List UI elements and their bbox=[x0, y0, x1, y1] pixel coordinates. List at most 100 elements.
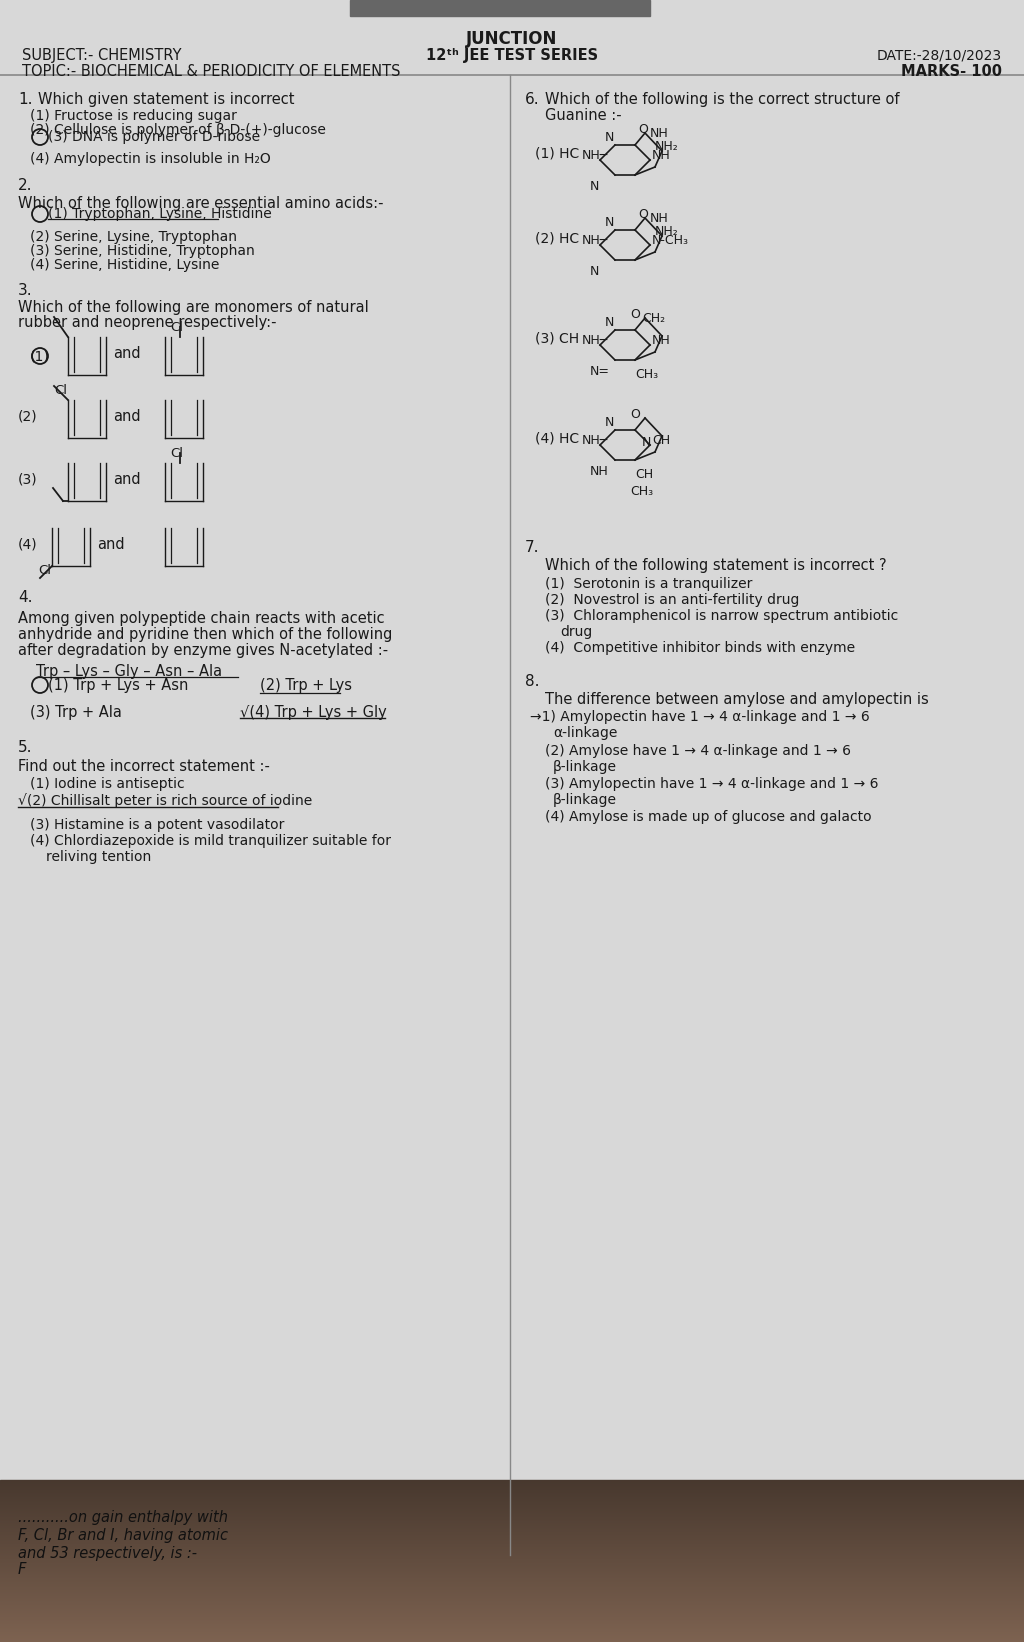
Text: 8.: 8. bbox=[525, 673, 540, 690]
Text: (1) HC: (1) HC bbox=[535, 146, 580, 159]
Text: and: and bbox=[113, 471, 140, 486]
Text: Cl: Cl bbox=[170, 320, 183, 333]
Text: 3.: 3. bbox=[18, 282, 33, 297]
Text: (1) Iodine is antiseptic: (1) Iodine is antiseptic bbox=[30, 777, 184, 791]
Text: DATE:-28/10/2023: DATE:-28/10/2023 bbox=[877, 48, 1002, 62]
Text: Which of the following are monomers of natural: Which of the following are monomers of n… bbox=[18, 300, 369, 315]
Text: (1) Trp + Lys + Asn: (1) Trp + Lys + Asn bbox=[48, 678, 188, 693]
Text: JUNCTION: JUNCTION bbox=[466, 30, 558, 48]
Text: √(4) Trp + Lys + Gly: √(4) Trp + Lys + Gly bbox=[240, 704, 387, 719]
Text: MARKS- 100: MARKS- 100 bbox=[901, 64, 1002, 79]
Text: and: and bbox=[97, 537, 125, 552]
Text: (3)  Chloramphenicol is narrow spectrum antibiotic: (3) Chloramphenicol is narrow spectrum a… bbox=[545, 609, 898, 622]
Text: N: N bbox=[605, 131, 614, 144]
Text: CH₃: CH₃ bbox=[635, 368, 658, 381]
Text: NH: NH bbox=[650, 212, 669, 225]
Text: drug: drug bbox=[560, 626, 592, 639]
Text: Guanine :-: Guanine :- bbox=[545, 108, 622, 123]
Text: N: N bbox=[590, 264, 599, 277]
Text: NH: NH bbox=[652, 333, 671, 346]
Text: (4) Amylopectin is insoluble in H₂O: (4) Amylopectin is insoluble in H₂O bbox=[30, 153, 270, 166]
Text: (4) Serine, Histidine, Lysine: (4) Serine, Histidine, Lysine bbox=[30, 258, 219, 273]
Text: N: N bbox=[642, 437, 651, 448]
Text: (2)  Novestrol is an anti-fertility drug: (2) Novestrol is an anti-fertility drug bbox=[545, 593, 800, 608]
Text: Which given statement is incorrect: Which given statement is incorrect bbox=[38, 92, 295, 107]
Text: CH₃: CH₃ bbox=[630, 484, 653, 498]
Text: The difference between amylose and amylopectin is: The difference between amylose and amylo… bbox=[545, 691, 929, 708]
Text: and: and bbox=[113, 345, 140, 361]
Text: (4) Amylose is made up of glucose and galacto: (4) Amylose is made up of glucose and ga… bbox=[545, 810, 871, 824]
Text: (3) Serine, Histidine, Tryptophan: (3) Serine, Histidine, Tryptophan bbox=[30, 245, 255, 258]
Text: and 53 respectively, is :-: and 53 respectively, is :- bbox=[18, 1547, 197, 1562]
Text: NH₂: NH₂ bbox=[655, 140, 679, 153]
Text: NH: NH bbox=[590, 465, 608, 478]
Text: NH: NH bbox=[650, 126, 669, 140]
Text: N: N bbox=[590, 181, 599, 194]
Text: O: O bbox=[638, 209, 648, 222]
Text: after degradation by enzyme gives N-acetylated :-: after degradation by enzyme gives N-acet… bbox=[18, 644, 388, 658]
Text: Cl: Cl bbox=[170, 447, 183, 460]
Text: NH─: NH─ bbox=[582, 233, 608, 246]
Text: ...........on gain enthalpy with: ...........on gain enthalpy with bbox=[18, 1511, 228, 1525]
Text: (4): (4) bbox=[18, 537, 38, 552]
Text: (4) HC: (4) HC bbox=[535, 430, 580, 445]
Text: (3) Histamine is a potent vasodilator: (3) Histamine is a potent vasodilator bbox=[30, 818, 285, 832]
Text: 1.: 1. bbox=[18, 92, 33, 107]
Text: (2) Amylose have 1 → 4 α-linkage and 1 → 6: (2) Amylose have 1 → 4 α-linkage and 1 →… bbox=[545, 744, 851, 759]
Text: Which of the following is the correct structure of: Which of the following is the correct st… bbox=[545, 92, 899, 107]
Text: TOPIC:- BIOCHEMICAL & PERIODICITY OF ELEMENTS: TOPIC:- BIOCHEMICAL & PERIODICITY OF ELE… bbox=[22, 64, 400, 79]
Text: N: N bbox=[605, 415, 614, 429]
Text: SUBJECT:- CHEMISTRY: SUBJECT:- CHEMISTRY bbox=[22, 48, 181, 62]
Text: (1): (1) bbox=[30, 350, 50, 363]
Text: O: O bbox=[630, 309, 640, 320]
Text: O: O bbox=[638, 123, 648, 136]
Text: Which of the following statement is incorrect ?: Which of the following statement is inco… bbox=[545, 558, 887, 573]
Text: 2.: 2. bbox=[18, 177, 33, 194]
Text: Which of the following are essential amino acids:-: Which of the following are essential ami… bbox=[18, 195, 384, 212]
Text: 7.: 7. bbox=[525, 540, 540, 555]
Text: (2): (2) bbox=[18, 409, 38, 424]
Text: anhydride and pyridine then which of the following: anhydride and pyridine then which of the… bbox=[18, 627, 392, 642]
Text: (3): (3) bbox=[18, 471, 38, 486]
Text: (2) Cellulose is polymer of β-D-(+)-glucose: (2) Cellulose is polymer of β-D-(+)-gluc… bbox=[30, 123, 326, 136]
Text: β-linkage: β-linkage bbox=[553, 793, 617, 806]
Text: Find out the incorrect statement :-: Find out the incorrect statement :- bbox=[18, 759, 270, 773]
Text: 12ᵗʰ JEE TEST SERIES: 12ᵗʰ JEE TEST SERIES bbox=[426, 48, 598, 62]
Text: (1)  Serotonin is a tranquilizer: (1) Serotonin is a tranquilizer bbox=[545, 576, 753, 591]
Text: (2) Serine, Lysine, Tryptophan: (2) Serine, Lysine, Tryptophan bbox=[30, 230, 237, 245]
Text: (4)  Competitive inhibitor binds with enzyme: (4) Competitive inhibitor binds with enz… bbox=[545, 640, 855, 655]
Text: →1) Amylopectin have 1 → 4 α-linkage and 1 → 6: →1) Amylopectin have 1 → 4 α-linkage and… bbox=[530, 709, 869, 724]
Text: (1) Tryptophan, Lysine, Histidine: (1) Tryptophan, Lysine, Histidine bbox=[48, 207, 271, 222]
Text: and: and bbox=[113, 409, 140, 424]
Text: α-linkage: α-linkage bbox=[553, 726, 617, 741]
Text: N=: N= bbox=[590, 365, 610, 378]
Text: N: N bbox=[605, 217, 614, 228]
Text: CH: CH bbox=[635, 468, 653, 481]
Text: (4) Chlordiazepoxide is mild tranquilizer suitable for: (4) Chlordiazepoxide is mild tranquilize… bbox=[30, 834, 391, 847]
Text: (2) Trp + Lys: (2) Trp + Lys bbox=[260, 678, 352, 693]
Text: (3) DNA is polymer of D-ribose: (3) DNA is polymer of D-ribose bbox=[48, 130, 260, 144]
Text: NH: NH bbox=[652, 148, 671, 161]
Text: O: O bbox=[630, 407, 640, 420]
Text: Trp – Lys – Gly – Asn – Ala: Trp – Lys – Gly – Asn – Ala bbox=[36, 663, 222, 680]
Text: (3) CH: (3) CH bbox=[535, 332, 580, 345]
Text: NH─: NH─ bbox=[582, 433, 608, 447]
Text: NH─: NH─ bbox=[582, 148, 608, 161]
Text: NH₂: NH₂ bbox=[655, 225, 679, 238]
Text: Cl: Cl bbox=[54, 384, 67, 397]
Text: 6.: 6. bbox=[525, 92, 540, 107]
Text: NH─: NH─ bbox=[582, 333, 608, 346]
Text: reliving tention: reliving tention bbox=[46, 851, 152, 864]
Text: β-linkage: β-linkage bbox=[553, 760, 617, 773]
Text: CH₂: CH₂ bbox=[642, 312, 666, 325]
Text: rubber and neoprene respectively:-: rubber and neoprene respectively:- bbox=[18, 315, 276, 330]
Text: (3) Amylopectin have 1 → 4 α-linkage and 1 → 6: (3) Amylopectin have 1 → 4 α-linkage and… bbox=[545, 777, 879, 791]
Text: 4.: 4. bbox=[18, 589, 33, 604]
Bar bbox=[350, 0, 650, 16]
Text: F, Cl, Br and I, having atomic: F, Cl, Br and I, having atomic bbox=[18, 1529, 228, 1543]
Text: CH: CH bbox=[652, 433, 670, 447]
Text: 5.: 5. bbox=[18, 741, 33, 755]
Text: N-CH₃: N-CH₃ bbox=[652, 233, 689, 246]
Text: √(2) Chillisalt peter is rich source of iodine: √(2) Chillisalt peter is rich source of … bbox=[18, 793, 312, 808]
Text: Among given polypeptide chain reacts with acetic: Among given polypeptide chain reacts wit… bbox=[18, 611, 385, 626]
